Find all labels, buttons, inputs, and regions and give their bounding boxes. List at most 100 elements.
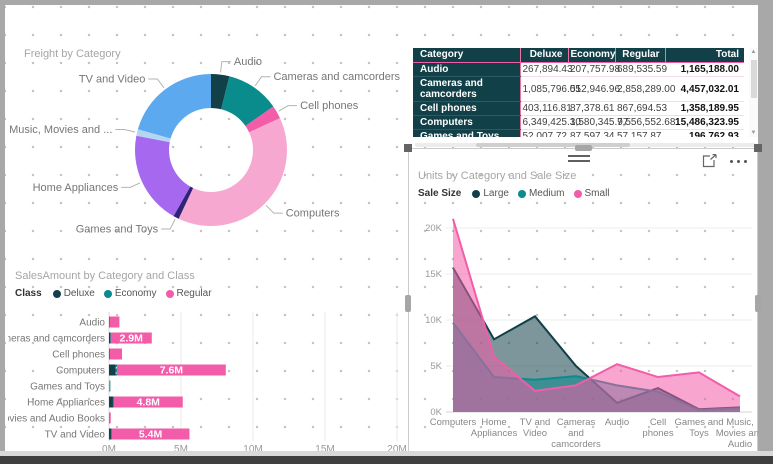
table-cell-value: 87,378.61 [568, 101, 615, 116]
table-column-header-category[interactable]: Category [413, 48, 521, 63]
table-cell-value: 4,457,032.01 [665, 76, 744, 102]
legend-item-medium[interactable]: Medium [517, 188, 565, 199]
table-vertical-scrollbar[interactable]: ▲ ▼ [749, 48, 758, 137]
legend-dot-regular [165, 289, 174, 298]
table-cell-value: 196,762.93 [665, 129, 744, 137]
donut-label-music-movies-and: Music, Movies and ... [9, 124, 112, 136]
donut-label-games-and-toys: Games and Toys [76, 224, 159, 236]
resize-handle-left[interactable] [405, 294, 411, 312]
bar-segment-home-appliances-regular[interactable] [113, 396, 183, 408]
resize-handle-top[interactable] [575, 145, 592, 151]
legend-item-regular[interactable]: Regular [165, 288, 212, 299]
bar-category-label-computers: Computers [56, 366, 105, 377]
donut-segment-computers[interactable] [178, 118, 287, 226]
bar-segment-computers-regular[interactable] [116, 364, 226, 376]
donut-label-audio: Audio [234, 56, 262, 68]
legend-item-economy[interactable]: Economy [103, 288, 157, 299]
legend-item-deluxe[interactable]: Deluxe [52, 288, 95, 299]
donut-label-line [148, 78, 165, 89]
table-cell-category: Cameras and camcorders [413, 76, 521, 102]
table-column-header-deluxe[interactable]: Deluxe [520, 48, 569, 63]
bar-segment-cell-phones-regular[interactable] [109, 348, 123, 360]
donut-label-line [121, 182, 141, 188]
donut-segment-tv-and-video[interactable] [137, 74, 211, 139]
report-canvas[interactable]: Freight by Category Audio Cameras and cam… [5, 5, 762, 461]
area-y-tick: 5K [430, 361, 442, 372]
donut-segment-cameras-and-camcorders[interactable] [221, 76, 274, 126]
bar-x-tick: 10M [243, 444, 262, 455]
resize-handle-top-right[interactable] [754, 144, 762, 152]
table-cell-value: 267,894.43 [520, 62, 573, 77]
table-cell-value: 57,157.87 [615, 129, 665, 137]
table-cell-category: Cell phones [413, 101, 521, 116]
area-series-fill-large[interactable] [453, 267, 740, 412]
bar-segment-games-and-toys-regular[interactable] [109, 380, 111, 392]
donut-segment-music-movies-and[interactable] [136, 129, 171, 143]
table-cell-value: 512,946.96 [568, 76, 620, 102]
area-legend-title: Sale Size [418, 188, 462, 199]
area-y-tick: 0K [430, 407, 442, 418]
donut-segment-games-and-toys[interactable] [173, 186, 194, 219]
bar-segment-tv-and-video-regular[interactable] [111, 428, 190, 440]
legend-item-small[interactable]: Small [573, 188, 610, 199]
table-row-games-and-toys[interactable]: Games and Toys 52,007.72 87,597.34 57,157.8… [413, 129, 744, 137]
area-x-label-audio: Audio [605, 417, 629, 428]
window-bottom-bar [0, 456, 773, 464]
area-series-line-small[interactable] [452, 218, 741, 398]
more-options-icon[interactable] [730, 160, 747, 163]
legend-dot-small [573, 189, 582, 198]
table-cell-value: 1,358,189.95 [665, 101, 744, 116]
stacked-bar-chart-visual[interactable]: SalesAmount by Category and Class Class … [8, 262, 410, 457]
bar-x-tick: 20M [387, 444, 406, 455]
area-series-fill-small[interactable] [453, 218, 740, 412]
table-column-header-economy[interactable]: Economy [568, 48, 616, 63]
donut-label-line [265, 204, 283, 214]
drag-handle-icon[interactable] [568, 155, 590, 165]
area-chart-visual[interactable]: Units by Category and Sale Size Sale Siz… [404, 144, 762, 461]
area-x-label-computers: Computers [430, 417, 477, 428]
legend-dot-economy [103, 289, 112, 298]
table-cell-value: 207,757.98 [568, 62, 621, 77]
table-cell-value: 2,858,289.00 [615, 76, 675, 102]
resize-handle-top-left[interactable] [404, 144, 412, 152]
focus-mode-icon[interactable] [702, 154, 718, 169]
table-row-audio[interactable]: Audio 267,894.43 207,757.98 689,535.59 1,165… [413, 62, 744, 77]
table-row-computers[interactable]: Computers 6,349,425.30 1,580,345.97 7,556,5… [413, 115, 744, 130]
table-cell-category: Computers [413, 115, 521, 130]
area-y-tick: 15K [425, 269, 443, 280]
table-row-cell-phones[interactable]: Cell phones 403,116.81 87,378.61 867,694.53… [413, 101, 744, 116]
table-column-header-regular[interactable]: Regular [615, 48, 666, 63]
table-cell-value: 87,597.34 [568, 129, 615, 137]
legend-dot-large [472, 189, 481, 198]
area-x-label-cell-phones: Cell phones [642, 417, 673, 439]
legend-item-large[interactable]: Large [472, 188, 509, 199]
bar-segment-music-movies-and-audio-books-regular[interactable] [109, 412, 111, 424]
table-visual[interactable]: Category Deluxe Economy Regular Total Audio 2… [413, 48, 758, 137]
donut-segment-audio[interactable] [211, 74, 230, 110]
bar-category-label-cell-phones: Cell phones [52, 350, 105, 361]
legend-label: Deluxe [63, 288, 95, 299]
donut-segment-home-appliances[interactable] [135, 135, 191, 217]
bar-category-label-audio: Audio [79, 318, 105, 329]
resize-handle-right[interactable] [755, 294, 761, 312]
bar-chart-plot: 0M 5M 10M 15M 20M Audio Cameras and camcorders… [8, 312, 407, 455]
table-cell-value: 1,085,796.05 [520, 76, 581, 102]
table-cell-value: 403,116.81 [520, 101, 572, 116]
bar-data-label: 5.4M [139, 429, 163, 441]
table-cell-value: 1,165,188.00 [665, 62, 744, 77]
bar-category-label-home-appliances: Home Appliances [27, 398, 105, 409]
scroll-up-icon[interactable]: ▲ [750, 49, 757, 55]
bar-segment-cameras-and-camcorders-regular[interactable] [110, 332, 152, 344]
scrollbar-thumb[interactable] [750, 60, 757, 98]
table-row-cameras-and-camcorders[interactable]: Cameras and camcorders 1,085,796.05 512,94… [413, 76, 744, 102]
table-column-header-total[interactable]: Total [665, 48, 744, 63]
table-cell-category: Games and Toys [413, 129, 521, 137]
donut-segment-cell-phones[interactable] [245, 106, 280, 133]
scroll-down-icon[interactable]: ▼ [750, 130, 757, 136]
donut-label-line [220, 61, 231, 73]
bar-segment-audio-regular[interactable] [109, 316, 120, 328]
donut-chart-visual[interactable]: Freight by Category Audio Cameras and cam… [8, 22, 408, 257]
bar-legend-title: Class [15, 288, 42, 299]
donut-chart-plot: Audio Cameras and camcorders Cell phones Co… [9, 56, 400, 236]
data-table: Category Deluxe Economy Regular Total Audio 2… [413, 48, 744, 137]
